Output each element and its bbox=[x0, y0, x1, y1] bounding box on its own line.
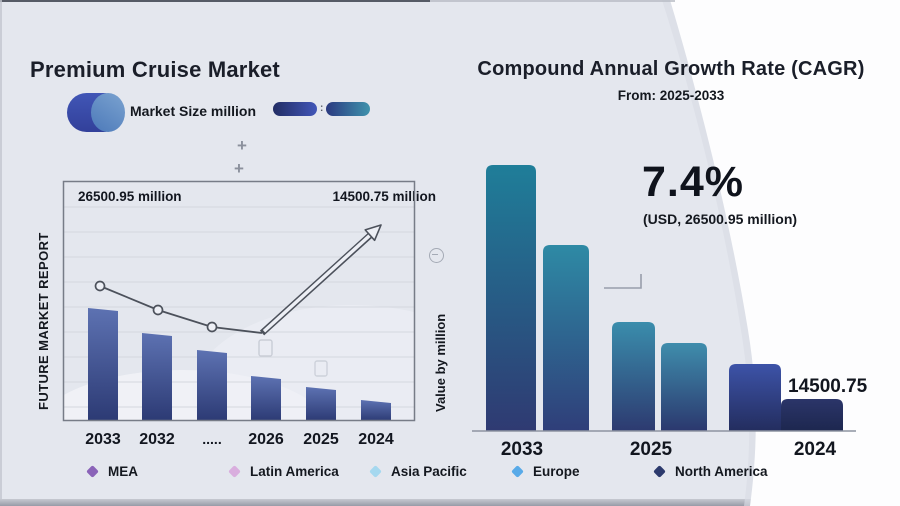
x-axis-label: 2025 bbox=[303, 431, 339, 448]
cagr-bar bbox=[729, 364, 781, 431]
legend-label: North America bbox=[675, 464, 768, 479]
left-border bbox=[0, 0, 2, 499]
market-size-bar bbox=[142, 333, 172, 421]
trend-marker bbox=[94, 280, 106, 292]
legend-diamond-icon bbox=[369, 465, 382, 478]
trend-marker bbox=[206, 321, 218, 333]
pill-teal-icon bbox=[326, 102, 371, 116]
trend-marker bbox=[152, 304, 164, 316]
value-annotation-left: 26500.95 million bbox=[78, 189, 182, 204]
legend-label: Asia Pacific bbox=[391, 464, 467, 479]
trend-line bbox=[99, 285, 263, 334]
cagr-subtitle: From: 2025-2033 bbox=[617, 88, 725, 103]
white-blob bbox=[670, 0, 900, 506]
series-legend-label: Market Size million bbox=[130, 103, 257, 119]
soft-blob bbox=[192, 305, 415, 421]
x-axis-label: 2033 bbox=[85, 431, 121, 448]
legend-diamond-icon bbox=[653, 465, 666, 478]
y-axis-label: Value by million bbox=[433, 313, 448, 412]
legend-label: Europe bbox=[533, 464, 580, 479]
legend-item-mea: MEA bbox=[86, 464, 138, 479]
plus-mark-icon: + bbox=[234, 159, 244, 178]
market-size-bar bbox=[251, 376, 281, 421]
step-decoration bbox=[604, 274, 642, 289]
pill-colon: : bbox=[320, 103, 324, 114]
pill-navy-icon bbox=[273, 102, 317, 116]
growth-arrow-head bbox=[364, 224, 382, 242]
cagr-bar bbox=[612, 322, 655, 431]
watermark-vertical-text: FUTURE MARKET REPORT bbox=[36, 232, 51, 410]
scale-pills-icon: : bbox=[273, 102, 371, 116]
x-axis-label: ..... bbox=[202, 431, 221, 447]
region-legend: MEA Latin America Asia Pacific Europe North … bbox=[0, 464, 900, 488]
x-axis-label: 2033 bbox=[501, 439, 543, 458]
x-axis-label: 2026 bbox=[248, 431, 284, 448]
market-size-bar bbox=[361, 400, 391, 421]
x-axis-label: 2024 bbox=[794, 439, 837, 458]
plus-mark-icon: + bbox=[237, 136, 247, 155]
market-size-bar bbox=[197, 350, 227, 421]
market-size-bar bbox=[306, 387, 336, 421]
faint-doc-icon bbox=[314, 360, 328, 377]
growth-arrow-fill bbox=[262, 231, 375, 333]
cagr-bar bbox=[781, 399, 843, 431]
bar-value-annotation: 14500.75 bbox=[788, 376, 868, 397]
x-axis-label: 2032 bbox=[139, 431, 175, 448]
legend-item-latin-america: Latin America bbox=[228, 464, 339, 479]
x-axis-label: 2025 bbox=[630, 439, 673, 458]
cagr-usd-note: (USD, 26500.95 million) bbox=[643, 211, 798, 227]
x-axis-label: 2024 bbox=[358, 431, 394, 448]
faint-doc-icon bbox=[258, 339, 273, 357]
market-size-bar bbox=[88, 308, 118, 421]
value-annotation-right: 14500.75 million bbox=[332, 189, 436, 204]
top-border-light bbox=[430, 0, 675, 2]
page-title: Premium Cruise Market bbox=[30, 57, 280, 82]
market-size-chart: 26500.95 million 14500.75 million 2033 2032… bbox=[62, 180, 436, 448]
legend-diamond-icon bbox=[86, 465, 99, 478]
cagr-value: 7.4% bbox=[642, 158, 745, 206]
legend-diamond-icon bbox=[228, 465, 241, 478]
legend-item-north-america: North America bbox=[653, 464, 768, 479]
minus-circle-icon bbox=[429, 248, 444, 263]
legend-diamond-icon bbox=[511, 465, 524, 478]
top-border-dark bbox=[0, 0, 430, 2]
cagr-bar bbox=[543, 245, 589, 431]
legend-label: Latin America bbox=[250, 464, 339, 479]
market-size-chart-panel: 26500.95 million 14500.75 million 2033 2032… bbox=[62, 180, 442, 456]
legend-item-asia-pacific: Asia Pacific bbox=[369, 464, 467, 479]
legend-item-europe: Europe bbox=[511, 464, 580, 479]
cagr-chart: 14500.75 2033 2025 2024 bbox=[472, 165, 868, 458]
legend-label: MEA bbox=[108, 464, 138, 479]
cylinder-cap bbox=[91, 93, 125, 132]
panel-border bbox=[62, 180, 416, 422]
cagr-bar bbox=[661, 343, 707, 431]
bottom-strip bbox=[0, 499, 900, 506]
cagr-title: Compound Annual Growth Rate (CAGR) bbox=[477, 58, 865, 80]
cagr-bar bbox=[486, 165, 536, 431]
cylinder-icon bbox=[67, 93, 125, 132]
